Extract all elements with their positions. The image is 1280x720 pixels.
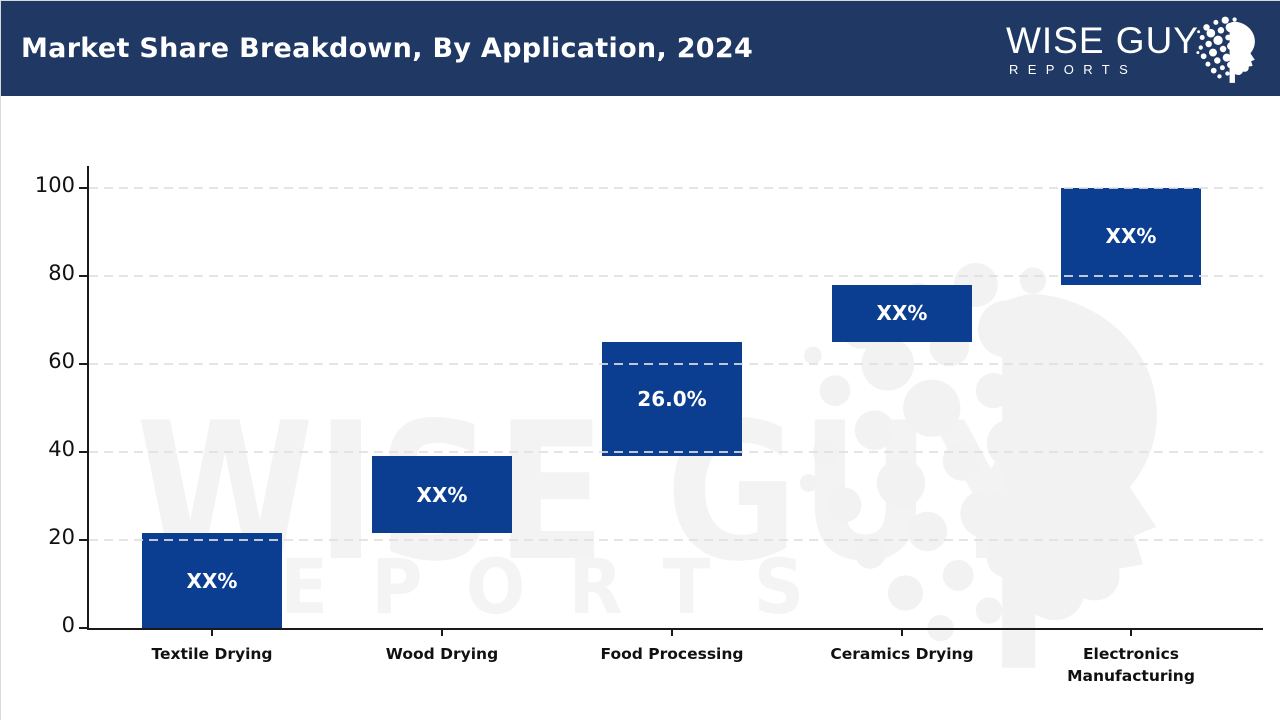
bar-segment: XX% xyxy=(832,284,972,342)
header: Market Share Breakdown, By Application, … xyxy=(1,1,1280,96)
x-tick xyxy=(671,628,673,636)
y-tick-label: 0 xyxy=(61,613,75,637)
bar-value-label: XX% xyxy=(186,568,238,593)
y-tick-label: 80 xyxy=(48,261,75,285)
page-title: Market Share Breakdown, By Application, … xyxy=(21,33,754,64)
y-axis-line xyxy=(87,166,89,630)
y-tick xyxy=(79,275,88,277)
bar-segment: XX% xyxy=(142,533,282,628)
y-tick-label: 40 xyxy=(48,437,75,461)
category-label: Ceramics Drying xyxy=(830,645,974,663)
bar-segment: XX% xyxy=(372,456,512,534)
category-label: Electronics Manufacturing xyxy=(1067,645,1195,685)
brand-logo: WISE GUY REPORTS xyxy=(1006,13,1267,85)
bar-segment: XX% xyxy=(1061,188,1201,285)
chart-area: WISE GUY REPORTS 0 20 40 60 80 100 XX% Textile … xyxy=(1,96,1280,720)
brand-head-icon xyxy=(1196,16,1255,83)
bar-value-label: XX% xyxy=(876,301,928,326)
bar-segment: 26.0% xyxy=(602,342,742,457)
y-tick-label: 20 xyxy=(48,525,75,549)
plot: 0 20 40 60 80 100 XX% Textile Drying XX% Wood Dry… xyxy=(1,96,1280,720)
y-tick xyxy=(79,627,88,629)
y-tick xyxy=(79,187,88,189)
watermark-reports: REPORTS xyxy=(183,542,848,631)
x-axis-line xyxy=(87,628,1263,630)
y-gridline-20 xyxy=(89,539,1263,541)
brand-name: WISE GUY xyxy=(1005,19,1199,61)
y-gridline-40 xyxy=(89,451,1263,453)
x-tick xyxy=(211,628,213,636)
y-tick-label: 60 xyxy=(48,349,75,373)
x-tick xyxy=(1130,628,1132,636)
y-tick xyxy=(79,539,88,541)
y-gridline-60 xyxy=(89,363,1263,365)
category-label: Textile Drying xyxy=(151,645,273,663)
brand-subtitle: REPORTS xyxy=(1008,61,1138,77)
bar-value-label: XX% xyxy=(1105,224,1157,249)
bar-value-label: 26.0% xyxy=(637,387,707,412)
x-tick xyxy=(441,628,443,636)
category-label: Wood Drying xyxy=(385,645,499,663)
category-label: Food Processing xyxy=(600,645,744,663)
x-tick xyxy=(901,628,903,636)
y-tick xyxy=(79,451,88,453)
bar-value-label: XX% xyxy=(416,482,468,507)
y-tick xyxy=(79,363,88,365)
y-gridline-80 xyxy=(89,275,1263,277)
y-gridline-100 xyxy=(89,187,1263,189)
y-tick-label: 100 xyxy=(34,173,75,197)
brand-logo-text: WISE GUY REPORTS xyxy=(1006,22,1199,76)
